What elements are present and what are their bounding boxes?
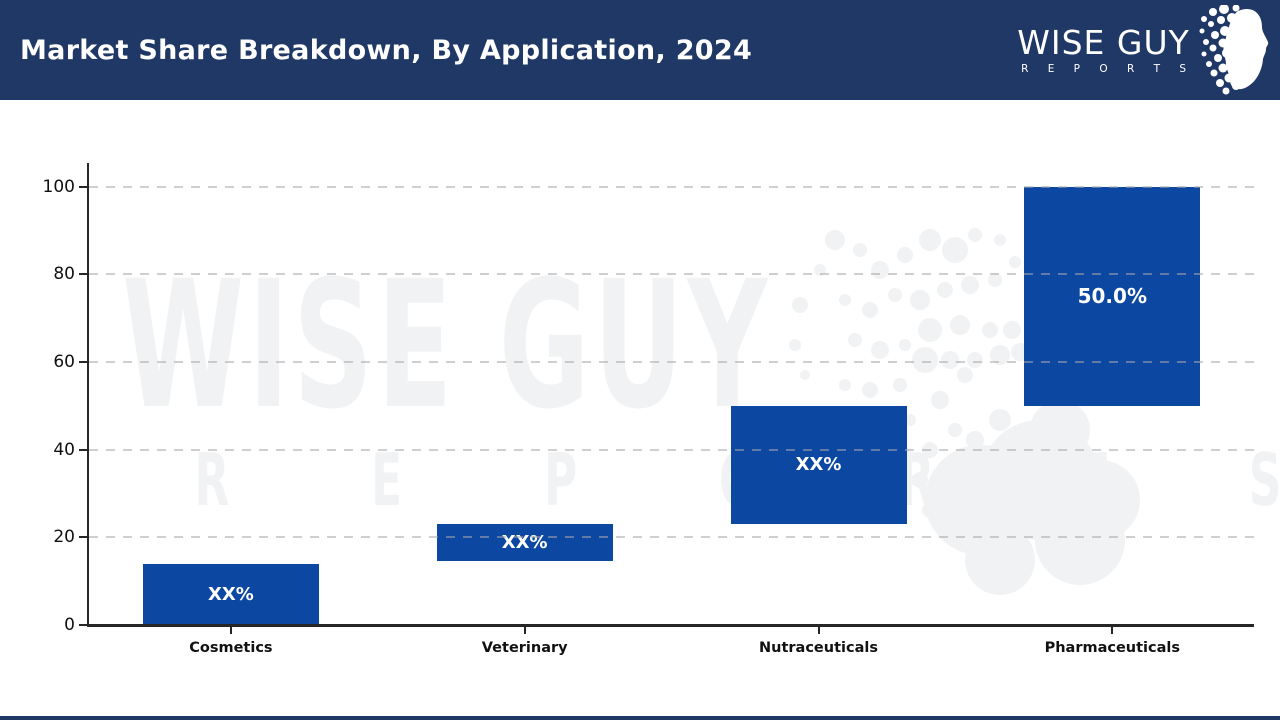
y-axis-spine [87, 163, 89, 627]
gridline-100 [89, 185, 1254, 188]
logo-subtitle: R E P O R T S [1021, 62, 1194, 75]
y-tick-label-60: 60 [53, 351, 75, 372]
y-tick-40 [79, 448, 87, 451]
gridline-40 [89, 448, 1254, 451]
x-tick-nutraceuticals [817, 627, 820, 634]
bar-value-label: XX% [207, 583, 254, 605]
y-tick-label-20: 20 [53, 527, 75, 548]
gridline-20 [89, 536, 1254, 539]
plot-area: WISE GUY R E P O R T S XX%XX%XX%50.0% 02… [0, 100, 1280, 716]
x-tick-label-nutraceuticals: Nutraceuticals [759, 640, 878, 656]
y-tick-label-100: 100 [42, 176, 75, 197]
x-tick-cosmetics [229, 627, 232, 634]
x-tick-label-veterinary: Veterinary [481, 640, 568, 656]
watermark-wordmark: WISE GUY [122, 243, 772, 448]
y-tick-100 [79, 185, 87, 188]
chart-title: Market Share Breakdown, By Application, … [20, 34, 753, 66]
bar-value-label: XX% [795, 454, 842, 476]
bar-cosmetics: XX% [142, 563, 319, 625]
gridline-80 [89, 273, 1254, 276]
gridline-60 [89, 360, 1254, 363]
y-tick-60 [79, 360, 87, 363]
y-tick-label-80: 80 [53, 264, 75, 285]
x-tick-pharmaceuticals [1111, 627, 1114, 634]
y-tick-label-0: 0 [64, 615, 75, 635]
y-tick-label-40: 40 [53, 439, 75, 460]
wise-guy-reports-logo: WISE GUY R E P O R T S [1013, 5, 1270, 95]
x-tick-label-cosmetics: Cosmetics [189, 640, 273, 656]
bar-pharmaceuticals: 50.0% [1024, 186, 1201, 406]
logo-text: WISE GUY R E P O R T S [1013, 26, 1194, 75]
y-tick-0 [79, 624, 87, 626]
bar-veterinary: XX% [436, 524, 613, 562]
bar-value-label: 50.0% [1077, 284, 1147, 309]
x-axis-line [87, 624, 1254, 627]
header-bar: Market Share Breakdown, By Application, … [0, 0, 1280, 100]
footer-stripe [0, 716, 1280, 720]
x-tick-veterinary [523, 627, 526, 634]
x-tick-label-pharmaceuticals: Pharmaceuticals [1044, 640, 1180, 656]
y-tick-20 [79, 536, 87, 539]
logo-wordmark: WISE GUY [1017, 22, 1190, 62]
bar-nutraceuticals: XX% [730, 405, 907, 525]
y-tick-80 [79, 273, 87, 276]
dotted-head-profile-icon [1199, 5, 1269, 95]
